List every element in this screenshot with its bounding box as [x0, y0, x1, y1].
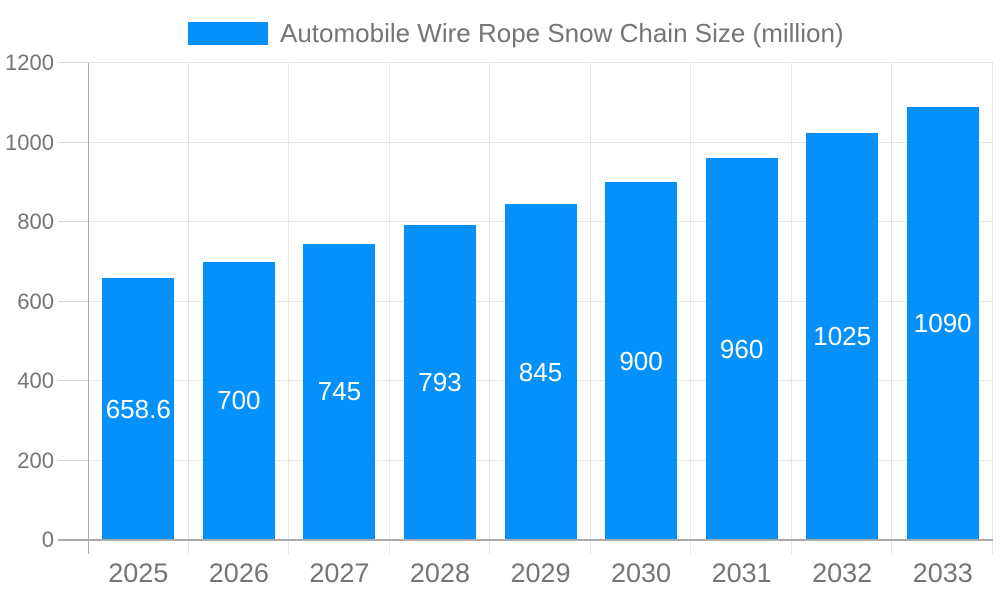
v-gridline: [891, 63, 893, 554]
y-axis-label: 800: [17, 209, 54, 234]
x-axis-label: 2025: [108, 558, 169, 588]
y-axis-label: 400: [17, 368, 54, 393]
v-gridline: [489, 63, 491, 554]
v-gridline: [690, 63, 692, 554]
x-axis-label: 2029: [510, 558, 571, 588]
v-gridline: [187, 63, 189, 554]
x-axis-label: 2031: [711, 558, 772, 588]
h-gridline: [88, 141, 993, 143]
bar[interactable]: [403, 224, 476, 540]
legend-swatch: [188, 21, 268, 45]
x-axis-label: 2033: [912, 558, 973, 588]
y-axis-line: [88, 63, 89, 554]
h-gridline: [88, 62, 993, 63]
bar[interactable]: [202, 261, 275, 540]
y-axis-tick: [58, 141, 88, 143]
bar[interactable]: [303, 243, 376, 540]
v-gridline: [388, 63, 390, 554]
x-axis-line: [58, 539, 993, 541]
bar[interactable]: [906, 106, 979, 540]
plot-area: 0 200 400 600 800 1000 1200 658.6 2025 700 2026 745…: [5, 51, 993, 588]
v-gridline: [790, 63, 792, 554]
v-gridline: [992, 63, 993, 554]
legend-label: Automobile Wire Rope Snow Chain Size (mi…: [280, 17, 844, 48]
y-axis-label: 600: [17, 288, 54, 314]
x-axis-label: 2028: [409, 558, 470, 588]
y-axis-tick: [58, 62, 88, 63]
v-gridline: [589, 63, 591, 554]
y-axis-tick: [58, 300, 88, 302]
v-gridline: [288, 63, 290, 554]
bar[interactable]: [605, 182, 678, 540]
y-axis-tick: [58, 459, 88, 461]
x-axis-label: 2032: [812, 558, 873, 588]
bar[interactable]: [705, 158, 778, 540]
legend[interactable]: Automobile Wire Rope Snow Chain Size (mi…: [188, 18, 844, 48]
y-axis-label: 1000: [5, 129, 54, 155]
y-axis-tick: [58, 221, 88, 222]
y-axis-label: 0: [41, 527, 54, 552]
x-axis-label: 2030: [611, 558, 672, 588]
y-axis-label: 200: [17, 447, 54, 473]
x-axis-label: 2027: [309, 558, 370, 588]
bar[interactable]: [806, 132, 879, 540]
y-axis-tick: [58, 380, 88, 381]
y-axis-label: 1200: [5, 50, 54, 75]
bar[interactable]: [504, 204, 577, 540]
bar[interactable]: [102, 278, 175, 540]
x-axis-label: 2026: [208, 558, 269, 588]
